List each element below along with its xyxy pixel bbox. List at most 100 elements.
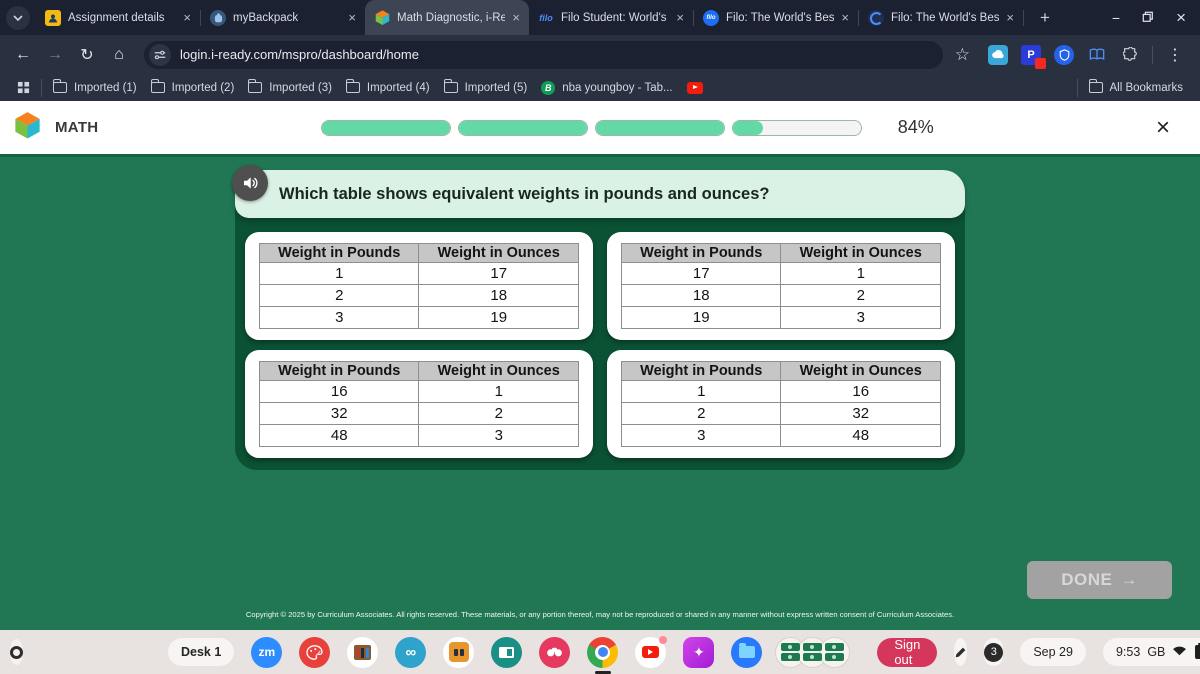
bookmark-imported-1[interactable]: Imported (1) <box>46 79 144 94</box>
site-settings-icon[interactable] <box>149 43 171 66</box>
table-row: 16 1 <box>258 380 579 403</box>
new-tab-button[interactable]: + <box>1040 7 1050 27</box>
cell: 16 <box>258 380 420 403</box>
restore-button[interactable] <box>1142 10 1154 26</box>
address-bar[interactable]: login.i-ready.com/mspro/dashboard/home <box>144 40 943 69</box>
reload-button[interactable]: ↻ <box>80 46 94 64</box>
bookmark-imported-2[interactable]: Imported (2) <box>144 79 242 94</box>
apps-grid-icon[interactable] <box>10 81 37 94</box>
table-row: 2 32 <box>620 402 941 425</box>
minimize-button[interactable]: − <box>1111 9 1121 26</box>
binoculars-app-icon[interactable] <box>539 636 571 668</box>
chrome-icon[interactable] <box>587 636 619 668</box>
done-button[interactable]: DONE → <box>1027 561 1172 599</box>
read-aloud-button[interactable] <box>232 165 268 201</box>
browser-menu-icon[interactable]: ⋮ <box>1167 46 1184 64</box>
bookmark-star-icon[interactable]: ☆ <box>954 44 970 64</box>
b-badge-icon: B <box>541 80 556 95</box>
iready-logo-icon <box>14 111 41 144</box>
backpack-favicon-icon <box>210 9 226 26</box>
window-controls: − × <box>1112 8 1200 28</box>
gallery-app-icon[interactable]: ✦ <box>683 636 715 668</box>
browser-toolbar: ← → ↻ ⌂ login.i-ready.com/mspro/dashboar… <box>0 35 1200 74</box>
bookmark-youtube[interactable] <box>680 81 710 94</box>
assignment-favicon-icon <box>45 9 61 26</box>
shield-extension-icon[interactable] <box>1054 44 1074 65</box>
cell: 17 <box>418 262 579 285</box>
paint-app-icon[interactable] <box>299 636 331 668</box>
tab-filo-worlds-best-2[interactable]: Filo: The World's Best × <box>859 0 1023 35</box>
launcher-button[interactable] <box>10 639 23 665</box>
iready-cube-icon <box>374 10 390 26</box>
game-app-icon[interactable] <box>443 636 475 668</box>
status-tray[interactable]: 9:53 GB <box>1102 638 1200 666</box>
answer-option-2[interactable]: Weight in Pounds Weight in Ounces 17 1 18… <box>607 232 955 340</box>
back-button[interactable]: ← <box>15 45 31 63</box>
library-app-icon[interactable] <box>347 636 379 668</box>
table-row: 2 18 <box>258 284 579 307</box>
tab-close-icon[interactable]: × <box>676 10 684 25</box>
tab-math-diagnostic-active[interactable]: Math Diagnostic, i-Rea × <box>365 0 529 35</box>
answer-option-3[interactable]: Weight in Pounds Weight in Ounces 16 1 32… <box>245 350 593 458</box>
bookmark-imported-3[interactable]: Imported (3) <box>241 79 339 94</box>
table-row: 1 16 <box>620 380 941 403</box>
close-window-button[interactable]: × <box>1176 7 1186 27</box>
home-button[interactable]: ⌂ <box>114 45 124 63</box>
progress-segment <box>457 119 588 136</box>
cell: 1 <box>780 262 941 285</box>
cell: 48 <box>780 424 941 447</box>
bookmark-imported-5[interactable]: Imported (5) <box>437 79 535 94</box>
all-bookmarks[interactable]: All Bookmarks <box>1073 78 1191 97</box>
cloud-extension-icon[interactable] <box>988 44 1008 65</box>
cell: 32 <box>258 402 420 425</box>
arrow-right-icon: → <box>1120 570 1138 589</box>
reading-glasses-app-icon[interactable]: ∞ <box>395 636 427 668</box>
tab-close-icon[interactable]: × <box>841 10 849 25</box>
answer-table: Weight in Pounds Weight in Ounces 16 1 32… <box>258 361 579 447</box>
url-text: login.i-ready.com/mspro/dashboard/home <box>180 47 419 62</box>
zoom-app-icon[interactable]: zm <box>251 636 283 668</box>
forward-button[interactable]: → <box>47 45 63 63</box>
tab-close-icon[interactable]: × <box>183 10 191 25</box>
reading-extension-icon[interactable] <box>1087 45 1107 65</box>
progress-segment <box>731 119 862 136</box>
tab-assignment-details[interactable]: Assignment details × <box>36 0 200 35</box>
cash-sticker-icon[interactable] <box>775 636 851 668</box>
cell: 32 <box>780 402 941 425</box>
sign-out-button[interactable]: Sign out <box>877 637 938 667</box>
bookmark-label: nba youngboy - Tab... <box>562 81 673 94</box>
notification-counter[interactable]: 3 <box>984 638 1004 666</box>
news-app-icon[interactable] <box>491 636 523 668</box>
progress-segment <box>320 119 451 136</box>
wifi-icon <box>1172 645 1187 659</box>
tab-filo-student[interactable]: filo Filo Student: World's C × <box>529 0 693 35</box>
youtube-app-icon[interactable] <box>635 635 668 668</box>
bookmark-imported-4[interactable]: Imported (4) <box>339 79 437 94</box>
cell: 48 <box>258 424 420 447</box>
chrome-app-active[interactable] <box>587 636 619 674</box>
date-tray[interactable]: Sep 29 <box>1020 638 1086 666</box>
desk-switcher[interactable]: Desk 1 <box>168 638 235 666</box>
tab-close-icon[interactable]: × <box>348 10 356 25</box>
extensions-puzzle-icon[interactable] <box>1120 45 1140 65</box>
p-extension-icon[interactable]: P <box>1021 44 1046 69</box>
tab-filo-worlds-best-1[interactable]: filo Filo: The World's Best × <box>694 0 858 35</box>
close-lesson-icon[interactable]: × <box>1155 113 1170 141</box>
table-row: 3 48 <box>620 424 941 447</box>
tab-search-button[interactable] <box>6 5 30 30</box>
tab-close-icon[interactable]: × <box>512 10 520 25</box>
stylus-tools-button[interactable] <box>954 638 968 666</box>
clock: 9:53 <box>1115 645 1141 659</box>
files-app-icon[interactable] <box>731 636 763 668</box>
table-row: 17 1 <box>620 262 941 285</box>
active-app-indicator <box>594 670 611 674</box>
tab-mybackpack[interactable]: myBackpack × <box>201 0 365 35</box>
cell: 16 <box>780 380 941 403</box>
cell: 18 <box>418 284 579 307</box>
question-panel: Which table shows equivalent weights in … <box>232 165 965 470</box>
tab-close-icon[interactable]: × <box>1006 10 1014 25</box>
